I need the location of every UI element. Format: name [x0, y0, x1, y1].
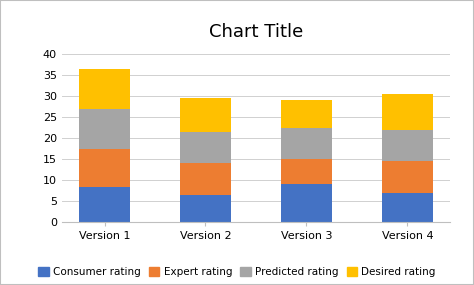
- Bar: [382, 161, 433, 193]
- Bar: [180, 132, 231, 163]
- Bar: [180, 98, 231, 132]
- Bar: [281, 159, 332, 184]
- Bar: [180, 163, 231, 195]
- Bar: [79, 69, 130, 109]
- Bar: [382, 94, 433, 130]
- Bar: [382, 130, 433, 161]
- Legend: Consumer rating, Expert rating, Predicted rating, Desired rating: Consumer rating, Expert rating, Predicte…: [38, 267, 436, 277]
- Bar: [180, 195, 231, 222]
- Bar: [281, 184, 332, 222]
- Title: Chart Title: Chart Title: [209, 23, 303, 41]
- Bar: [79, 109, 130, 149]
- Bar: [79, 149, 130, 187]
- Bar: [281, 128, 332, 159]
- Bar: [281, 100, 332, 128]
- Bar: [79, 187, 130, 222]
- Bar: [382, 193, 433, 222]
